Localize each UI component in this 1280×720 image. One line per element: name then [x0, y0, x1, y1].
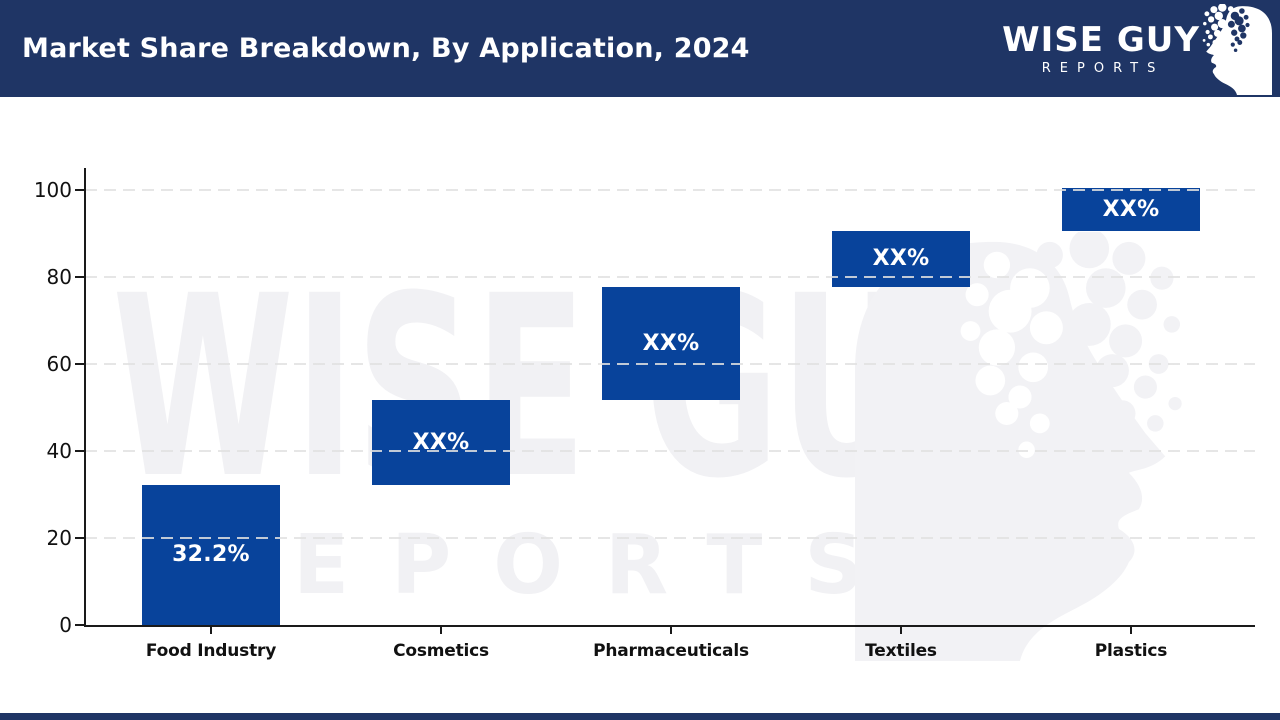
bar-cosmetics: XX%	[372, 400, 510, 485]
x-axis-line	[84, 625, 1255, 627]
logo-text: WISE GUY REPORTS	[1002, 23, 1200, 75]
y-tick-label-100: 100	[33, 178, 72, 202]
x-tick-1	[210, 627, 212, 634]
x-tick-5	[1130, 627, 1132, 634]
bar-pharmaceuticals: XX%	[602, 287, 740, 401]
face-profile-icon	[1202, 4, 1272, 95]
y-tick-40	[75, 450, 84, 452]
gridline-60	[85, 363, 1255, 365]
bar-value-label: XX%	[1102, 196, 1160, 222]
gridline-100	[85, 189, 1255, 191]
y-tick-60	[75, 363, 84, 365]
bar-value-label: XX%	[872, 246, 930, 272]
x-category-label: Pharmaceuticals	[593, 641, 749, 661]
x-category-label: Food Industry	[145, 641, 277, 661]
y-tick-0	[75, 624, 84, 626]
bar-textiles: XX%	[832, 230, 970, 287]
x-category-label: Plastics	[1094, 641, 1168, 661]
bar-plastics: XX%	[1062, 187, 1200, 231]
header-bar: Market Share Breakdown, By Application, …	[0, 0, 1280, 97]
bar-value-label: 32.2%	[172, 542, 250, 568]
watermark-face-icon	[855, 232, 1182, 661]
x-tick-3	[670, 627, 672, 634]
y-tick-100	[75, 189, 84, 191]
bar-value-label: XX%	[642, 331, 700, 357]
logo-subtitle: REPORTS	[1041, 60, 1165, 76]
watermark-wordmark: WISE GUY	[112, 242, 1034, 533]
y-tick-label-40: 40	[46, 439, 72, 463]
y-axis-line	[84, 168, 86, 627]
gridline-80	[85, 276, 1255, 278]
y-tick-label-80: 80	[46, 265, 72, 289]
y-tick-label-60: 60	[46, 352, 72, 376]
x-tick-2	[440, 627, 442, 634]
gridline-40	[85, 450, 1255, 452]
logo-wordmark: WISE GUY	[1002, 19, 1200, 60]
x-category-label: Cosmetics	[393, 641, 489, 661]
x-category-label: Textiles	[865, 641, 937, 661]
y-tick-label-0: 0	[59, 613, 72, 637]
y-tick-label-20: 20	[46, 526, 72, 550]
y-tick-20	[75, 537, 84, 539]
bar-food-industry: 32.2%	[142, 484, 280, 625]
gridline-20	[85, 537, 1255, 539]
footer-bar	[0, 713, 1280, 720]
y-tick-80	[75, 276, 84, 278]
wise-guy-logo: WISE GUY REPORTS	[1002, 2, 1272, 95]
page-title: Market Share Breakdown, By Application, …	[22, 33, 750, 64]
x-tick-4	[900, 627, 902, 634]
